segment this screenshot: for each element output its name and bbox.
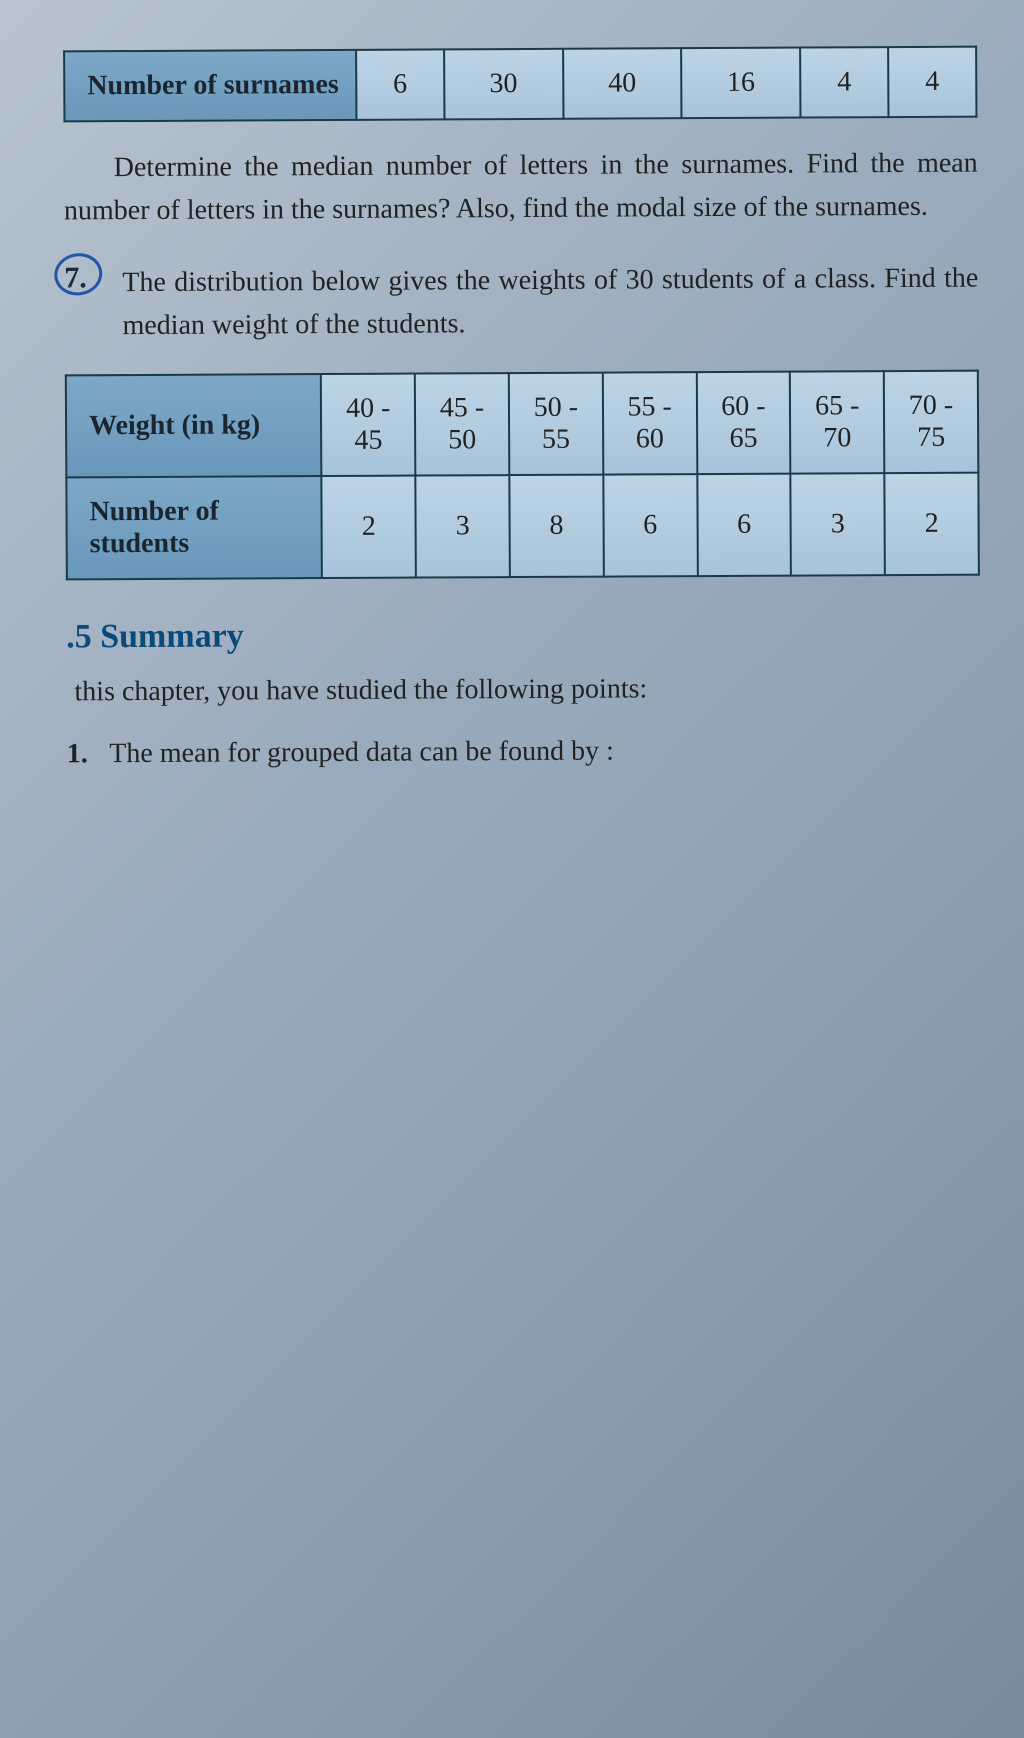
question-7: 7. The distribution below gives the weig… [64,256,978,348]
data-cell: 3 [791,473,885,575]
data-cell: 30 [444,49,563,120]
data-cell: 50 - 55 [509,372,603,474]
table-row: Number of students 2 3 8 6 6 3 2 [66,472,979,579]
summary-item-number: 1. [67,733,103,778]
row-header: Number of students [66,476,322,579]
data-cell: 2 [322,475,416,577]
data-cell: 60 - 65 [696,371,790,473]
data-cell: 4 [888,47,976,117]
section-number: .5 [66,618,92,655]
data-cell: 45 - 50 [415,373,509,475]
section-heading: .5 Summary [66,613,980,656]
data-cell: 55 - 60 [603,372,697,474]
surnames-table: Number of surnames 6 30 40 16 4 4 [63,46,977,123]
summary-item: 1. The mean for grouped data can be foun… [67,728,981,778]
data-cell: 40 [563,48,682,119]
data-cell: 6 [697,473,791,575]
circle-annotation-icon [51,250,105,298]
question-number: 7. [64,261,122,295]
section-title: Summary [100,617,244,655]
data-cell: 65 - 70 [790,371,884,473]
question-7-text: The distribution below gives the weights… [122,256,978,347]
data-cell: 40 - 45 [321,373,415,475]
row-header: Weight (in kg) [66,374,322,477]
data-cell: 3 [415,475,509,577]
data-cell: 8 [509,474,603,576]
summary-item-text: The mean for grouped data can be found b… [109,736,614,770]
question-6-text: Determine the median number of letters i… [64,142,978,234]
data-cell: 6 [356,49,444,119]
data-cell: 4 [800,47,888,117]
data-cell: 16 [681,48,800,119]
data-cell: 6 [603,474,697,576]
weights-table: Weight (in kg) 40 - 45 45 - 50 50 - 55 5… [65,369,980,580]
summary-intro: this chapter, you have studied the follo… [74,665,980,715]
table-row: Weight (in kg) 40 - 45 45 - 50 50 - 55 5… [66,370,979,477]
table-row: Number of surnames 6 30 40 16 4 4 [64,47,976,122]
row-header: Number of surnames [64,50,356,122]
data-cell: 70 - 75 [884,370,978,472]
data-cell: 2 [884,472,978,574]
